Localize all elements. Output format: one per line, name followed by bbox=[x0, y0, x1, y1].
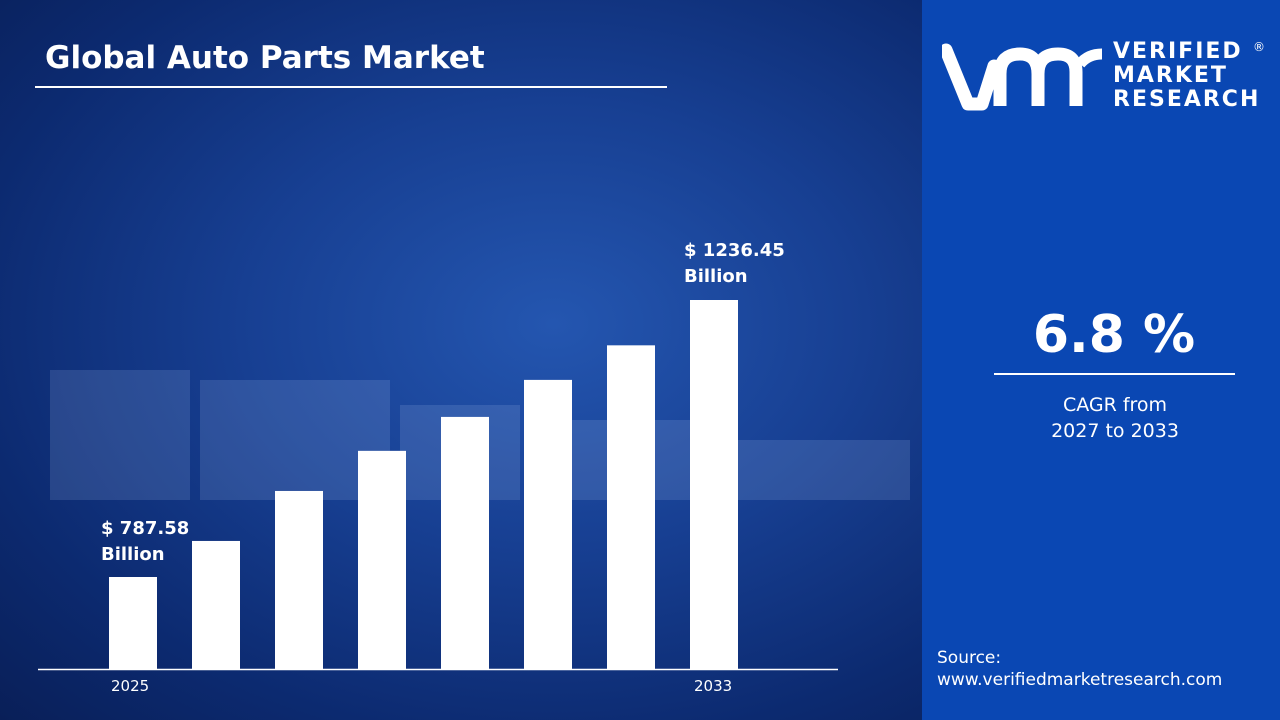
bar-4 bbox=[441, 416, 489, 669]
vmr-logo-icon bbox=[942, 43, 1103, 111]
bar-6 bbox=[607, 345, 655, 669]
title-underline bbox=[35, 86, 667, 88]
data-label-last: $ 1236.45 Billion bbox=[684, 238, 785, 290]
chart-title: Global Auto Parts Market bbox=[45, 40, 485, 76]
side-panel bbox=[922, 0, 1280, 720]
registered-mark: ® bbox=[1253, 40, 1265, 54]
source-label: Source: bbox=[937, 648, 1002, 668]
bar-1 bbox=[192, 540, 240, 669]
x-tick-label: 2025 bbox=[111, 677, 150, 695]
data-label-value: $ 1236.45 bbox=[684, 240, 785, 261]
bar-3 bbox=[358, 450, 406, 669]
bar-0 bbox=[109, 577, 157, 669]
brand-line: VERIFIED bbox=[1113, 39, 1243, 64]
source-url[interactable]: www.verifiedmarketresearch.com bbox=[937, 670, 1223, 690]
source: Source: www.verifiedmarketresearch.com bbox=[937, 647, 1222, 691]
brand-line: RESEARCH bbox=[1113, 87, 1261, 112]
brand-line: MARKET bbox=[1113, 63, 1228, 88]
cagr-caption: CAGR from 2027 to 2033 bbox=[1000, 392, 1230, 444]
bar-chart bbox=[38, 300, 838, 671]
cagr-value: 6.8 % bbox=[1032, 305, 1196, 365]
cagr-caption-line: 2027 to 2033 bbox=[1051, 420, 1179, 442]
bar-7 bbox=[690, 300, 738, 669]
brand-name: VERIFIED MARKET RESEARCH bbox=[1113, 40, 1260, 112]
data-label-value: $ 787.58 bbox=[101, 518, 190, 539]
data-label-first: $ 787.58 Billion bbox=[101, 516, 189, 568]
data-label-unit: Billion bbox=[101, 544, 165, 565]
bar-5 bbox=[524, 379, 572, 669]
data-label-unit: Billion bbox=[684, 266, 748, 287]
cagr-divider bbox=[994, 373, 1235, 375]
cagr-caption-line: CAGR from bbox=[1062, 394, 1168, 416]
x-tick-label: 2033 bbox=[694, 677, 733, 695]
bar-2 bbox=[275, 490, 323, 669]
